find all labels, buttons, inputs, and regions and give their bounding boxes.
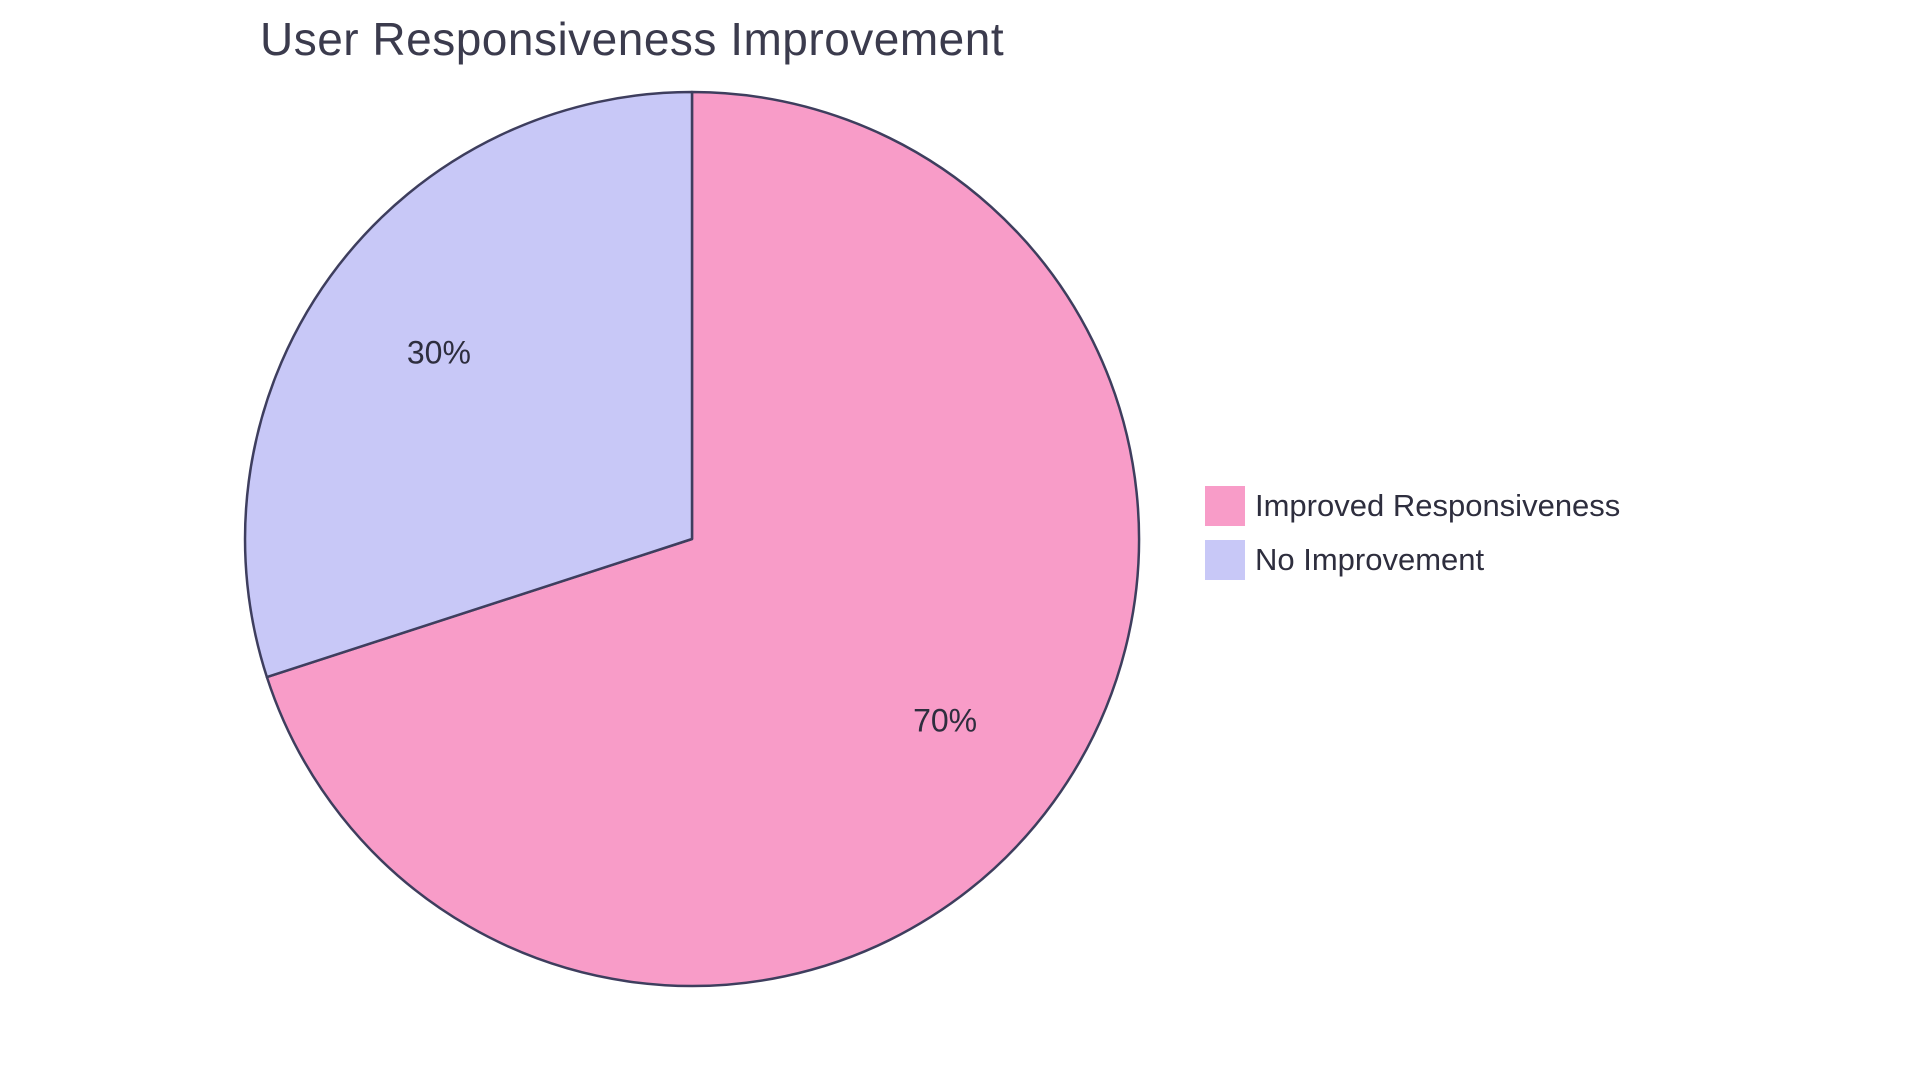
legend-item-1: No Improvement <box>1205 540 1620 580</box>
pie-slice-0 <box>265 90 1141 988</box>
legend-label-1: No Improvement <box>1255 542 1485 577</box>
slice-percent-label-0: 70% <box>913 702 977 738</box>
pie-slice-1 <box>243 90 694 679</box>
legend-swatch-0 <box>1205 486 1245 526</box>
legend: Improved Responsiveness No Improvement <box>1205 486 1620 580</box>
slice-percent-label-1: 30% <box>407 335 471 371</box>
legend-item-0: Improved Responsiveness <box>1205 486 1620 526</box>
legend-swatch-1 <box>1205 540 1245 580</box>
legend-label-0: Improved Responsiveness <box>1255 488 1621 523</box>
chart-title: User Responsiveness Improvement <box>260 13 1005 65</box>
